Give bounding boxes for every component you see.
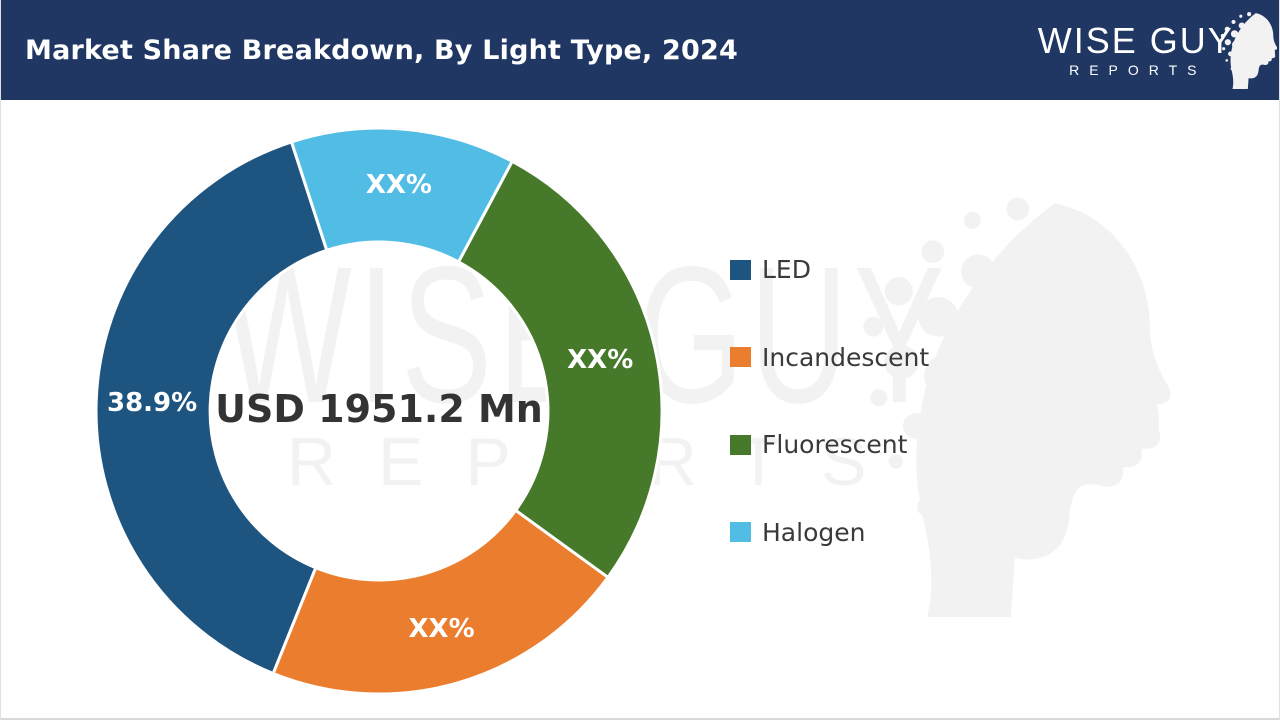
donut-slice-led <box>94 140 329 676</box>
slice-label-incandescent: XX% <box>409 614 475 644</box>
logo-wordmark-text: WISE GUY <box>1037 19 1234 61</box>
logo-reports-text: REPORTS <box>1069 61 1207 78</box>
legend-item-halogen: Halogen <box>730 517 929 547</box>
legend-label-halogen: Halogen <box>762 517 866 547</box>
legend-swatch-fluorescent <box>730 434 751 455</box>
bottom-border-line <box>1 718 1279 720</box>
legend-label-fluorescent: Fluorescent <box>762 430 908 459</box>
legend-label-led: LED <box>762 255 811 284</box>
donut-slice-halogen <box>289 126 515 264</box>
donut-slice-fluorescent <box>456 159 664 580</box>
page-title: Market Share Breakdown, By Light Type, 2… <box>25 34 738 66</box>
chart-center-value: USD 1951.2 Mn <box>215 387 543 431</box>
donut-slice-incandescent <box>271 508 611 696</box>
chart-legend: LED Incandescent Fluorescent Halogen <box>730 256 929 546</box>
legend-label-incandescent: Incandescent <box>762 342 930 372</box>
wise-guy-reports-logo: WISE GUY REPORTS <box>1038 0 1279 100</box>
slice-label-led: 38.9% <box>107 388 197 418</box>
legend-swatch-led <box>730 259 751 280</box>
legend-swatch-incandescent <box>730 347 751 368</box>
legend-item-fluorescent: Fluorescent <box>730 431 929 459</box>
legend-item-incandescent: Incandescent <box>730 342 930 372</box>
header-bar: Market Share Breakdown, By Light Type, 2… <box>1 0 1279 100</box>
slice-label-halogen: XX% <box>366 170 432 200</box>
legend-swatch-halogen <box>730 522 751 543</box>
slice-label-fluorescent: XX% <box>567 345 633 375</box>
legend-item-led: LED <box>730 256 929 284</box>
